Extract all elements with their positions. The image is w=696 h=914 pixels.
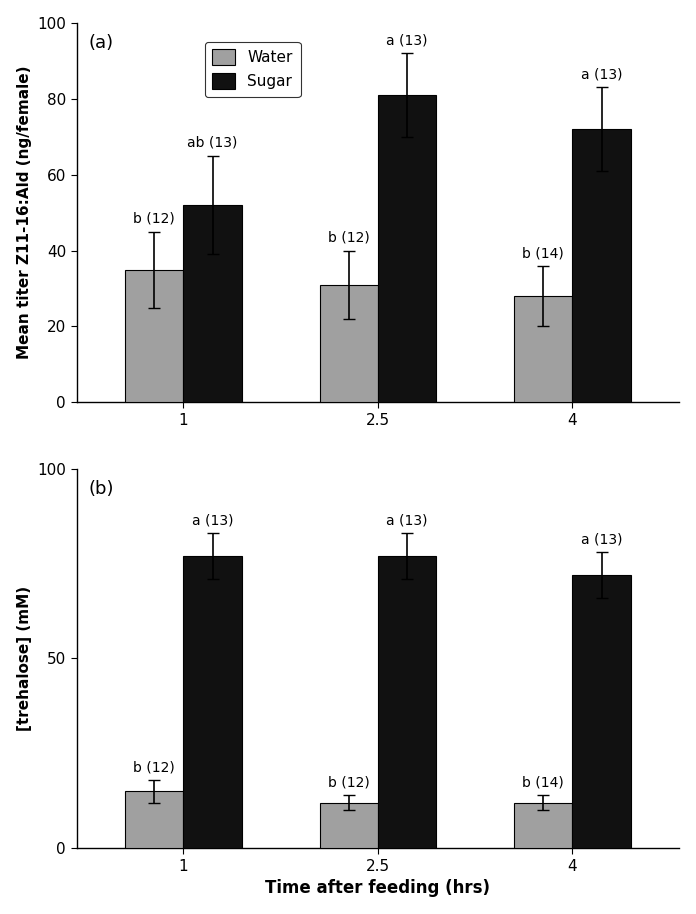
Text: ab (13): ab (13) [187, 136, 238, 150]
Text: b (12): b (12) [134, 212, 175, 226]
Bar [572, 129, 631, 402]
Text: (a): (a) [88, 34, 113, 52]
Bar [319, 285, 378, 402]
Text: a (13): a (13) [580, 68, 622, 81]
Text: a (13): a (13) [386, 33, 428, 48]
Bar [514, 296, 572, 402]
Bar [125, 270, 184, 402]
Bar [378, 556, 436, 848]
Text: a (13): a (13) [386, 514, 428, 527]
Bar [184, 205, 242, 402]
Text: b (12): b (12) [328, 775, 370, 790]
Y-axis label: [trehalose] (mM): [trehalose] (mM) [17, 586, 31, 731]
Legend: Water, Sugar: Water, Sugar [205, 42, 301, 97]
Text: b (14): b (14) [522, 775, 564, 790]
Bar [572, 575, 631, 848]
X-axis label: Time after feeding (hrs): Time after feeding (hrs) [265, 879, 491, 898]
Text: a (13): a (13) [192, 514, 233, 527]
Text: b (12): b (12) [134, 760, 175, 774]
Text: b (14): b (14) [522, 246, 564, 260]
Bar [184, 556, 242, 848]
Bar [319, 802, 378, 848]
Y-axis label: Mean titer Z11-16:Ald (ng/female): Mean titer Z11-16:Ald (ng/female) [17, 66, 31, 359]
Text: (b): (b) [88, 480, 114, 498]
Bar [514, 802, 572, 848]
Text: b (12): b (12) [328, 231, 370, 245]
Bar [378, 95, 436, 402]
Bar [125, 792, 184, 848]
Text: a (13): a (13) [580, 533, 622, 547]
